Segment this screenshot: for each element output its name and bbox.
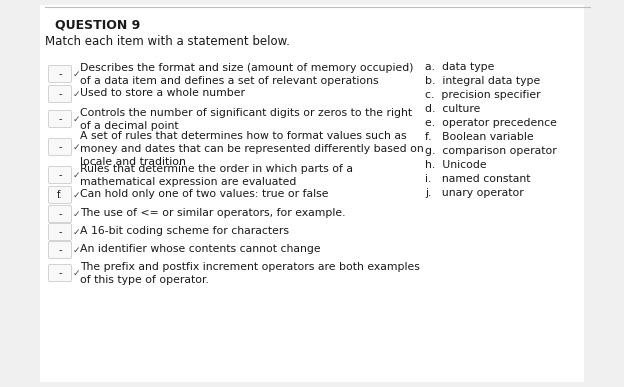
Text: -: -	[58, 245, 62, 255]
FancyBboxPatch shape	[49, 139, 72, 156]
Text: Describes the format and size (amount of memory occupied): Describes the format and size (amount of…	[80, 63, 414, 73]
Text: locale and tradition: locale and tradition	[80, 157, 186, 167]
FancyBboxPatch shape	[49, 205, 72, 223]
Text: of a data item and defines a set of relevant operations: of a data item and defines a set of rele…	[80, 76, 379, 86]
Text: ✓: ✓	[73, 115, 80, 123]
FancyBboxPatch shape	[40, 5, 584, 382]
FancyBboxPatch shape	[49, 111, 72, 127]
Text: The prefix and postfix increment operators are both examples: The prefix and postfix increment operato…	[80, 262, 420, 272]
FancyBboxPatch shape	[49, 241, 72, 259]
Text: -: -	[58, 209, 62, 219]
Text: A 16-bit coding scheme for characters: A 16-bit coding scheme for characters	[80, 226, 289, 236]
Text: g.  comparison operator: g. comparison operator	[425, 146, 557, 156]
Text: h.  Unicode: h. Unicode	[425, 160, 487, 170]
Text: -: -	[58, 69, 62, 79]
Text: A set of rules that determines how to format values such as: A set of rules that determines how to fo…	[80, 131, 407, 141]
Text: b.  integral data type: b. integral data type	[425, 76, 540, 86]
FancyBboxPatch shape	[49, 264, 72, 281]
Text: -: -	[58, 114, 62, 124]
Text: An identifier whose contents cannot change: An identifier whose contents cannot chan…	[80, 244, 321, 254]
Text: The use of <= or similar operators, for example.: The use of <= or similar operators, for …	[80, 208, 346, 218]
Text: ✓: ✓	[73, 228, 80, 236]
Text: Can hold only one of two values: true or false: Can hold only one of two values: true or…	[80, 189, 328, 199]
Text: ✓: ✓	[73, 269, 80, 277]
Text: Match each item with a statement below.: Match each item with a statement below.	[45, 35, 290, 48]
FancyBboxPatch shape	[49, 166, 72, 183]
Text: e.  operator precedence: e. operator precedence	[425, 118, 557, 128]
Text: -: -	[58, 142, 62, 152]
Text: ✓: ✓	[73, 209, 80, 219]
Text: i.   named constant: i. named constant	[425, 174, 530, 184]
FancyBboxPatch shape	[49, 187, 72, 204]
Text: ✓: ✓	[73, 190, 80, 200]
Text: QUESTION 9: QUESTION 9	[55, 19, 140, 32]
Text: a.  data type: a. data type	[425, 62, 494, 72]
FancyBboxPatch shape	[49, 65, 72, 82]
Text: ✓: ✓	[73, 70, 80, 79]
FancyBboxPatch shape	[49, 224, 72, 240]
Text: f.: f.	[57, 190, 63, 200]
Text: -: -	[58, 170, 62, 180]
Text: ✓: ✓	[73, 89, 80, 99]
Text: of a decimal point: of a decimal point	[80, 121, 178, 131]
Text: money and dates that can be represented differently based on: money and dates that can be represented …	[80, 144, 424, 154]
Text: ✓: ✓	[73, 142, 80, 151]
Text: -: -	[58, 89, 62, 99]
Text: ✓: ✓	[73, 245, 80, 255]
Text: ✓: ✓	[73, 171, 80, 180]
Text: j.   unary operator: j. unary operator	[425, 188, 524, 198]
Text: Controls the number of significant digits or zeros to the right: Controls the number of significant digit…	[80, 108, 412, 118]
Text: d.  culture: d. culture	[425, 104, 480, 114]
Text: of this type of operator.: of this type of operator.	[80, 275, 209, 285]
Text: -: -	[58, 227, 62, 237]
Text: mathematical expression are evaluated: mathematical expression are evaluated	[80, 177, 296, 187]
Text: -: -	[58, 268, 62, 278]
Text: c.  precision specifier: c. precision specifier	[425, 90, 540, 100]
FancyBboxPatch shape	[49, 86, 72, 103]
Text: f.   Boolean variable: f. Boolean variable	[425, 132, 534, 142]
Text: Rules that determine the order in which parts of a: Rules that determine the order in which …	[80, 164, 353, 174]
Text: Used to store a whole number: Used to store a whole number	[80, 88, 245, 98]
